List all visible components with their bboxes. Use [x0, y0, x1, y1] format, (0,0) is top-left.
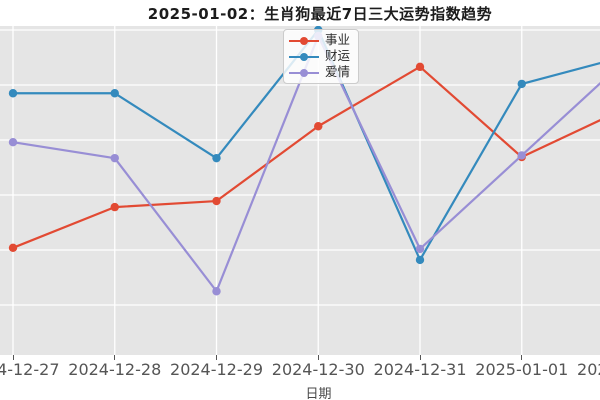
legend-item-0: 事业	[289, 33, 350, 48]
data-point-marker	[212, 153, 221, 163]
x-tick-label: 2024-12-28	[68, 360, 162, 379]
data-point-marker	[415, 255, 425, 265]
data-point-marker	[8, 89, 18, 98]
x-tick-label: 2024-12-27	[0, 360, 60, 379]
x-tick-label: 2024-12-30	[271, 360, 365, 379]
legend-line-marker-icon	[289, 52, 319, 61]
legend-label: 爱情	[325, 64, 351, 80]
x-tick-label: 2025-01-02	[577, 360, 600, 379]
x-tick-label: 2024-12-29	[170, 360, 263, 379]
data-point-marker	[110, 153, 119, 163]
x-axis-tick	[216, 355, 218, 360]
chart-title: 2025-01-02：生肖狗最近7日三大运势指数趋势	[147, 5, 493, 23]
data-point-marker	[110, 89, 119, 98]
legend-line-marker-icon	[289, 36, 319, 45]
data-point-marker	[8, 138, 18, 147]
data-point-marker	[212, 287, 221, 296]
data-point-marker	[415, 62, 425, 72]
legend: 事业 财运 爱情	[283, 29, 360, 84]
x-axis-title: 日期	[305, 387, 332, 400]
x-tick-label: 2025-01-01	[475, 360, 569, 379]
legend-line-marker-icon	[289, 68, 319, 77]
legend-label: 事业	[325, 32, 351, 48]
x-axis-tick	[114, 355, 116, 360]
legend-item-1: 财运	[289, 49, 350, 64]
data-point-marker	[110, 202, 119, 212]
legend-label: 财运	[325, 48, 351, 64]
x-axis-tick	[12, 355, 14, 360]
data-point-marker	[314, 122, 323, 131]
data-point-marker	[517, 79, 526, 89]
x-tick-label: 2024-12-31	[373, 360, 467, 379]
x-axis-tick	[521, 355, 523, 360]
data-point-marker	[415, 244, 425, 254]
data-point-marker	[517, 151, 526, 160]
x-axis-tick	[419, 355, 421, 360]
legend-item-2: 爱情	[289, 65, 350, 80]
data-point-marker	[8, 243, 18, 252]
x-axis-tick	[317, 355, 319, 360]
data-point-marker	[212, 196, 221, 206]
